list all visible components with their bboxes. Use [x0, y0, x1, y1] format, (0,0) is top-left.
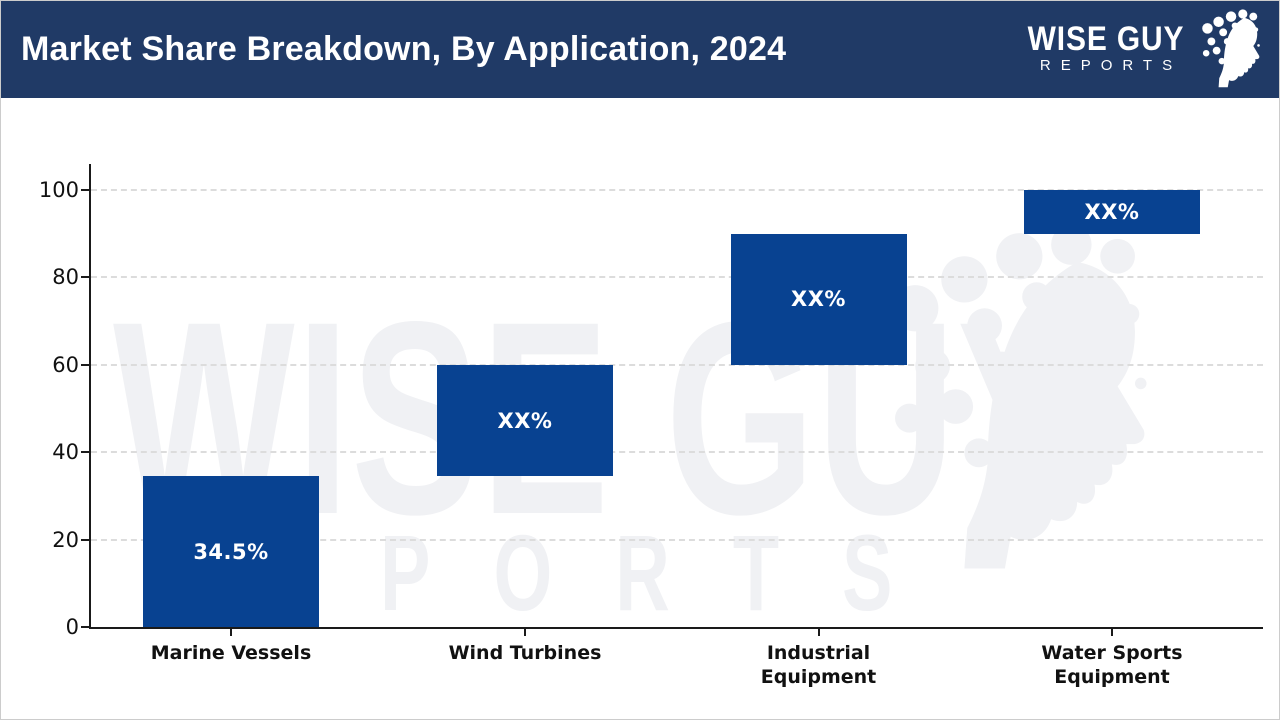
gridline-80	[91, 276, 1263, 279]
brand-face-icon	[1197, 8, 1269, 88]
x-axis-line	[89, 627, 1263, 629]
brand-logo: WISE GUY REPORTS	[1017, 8, 1269, 88]
y-tick-label-60: 60	[52, 352, 79, 377]
y-tick-100	[81, 189, 89, 191]
y-tick-60	[81, 363, 89, 366]
x-tick-industrial-equipment	[817, 629, 820, 636]
x-tick-label-wind-turbines: Wind Turbines	[448, 642, 602, 664]
bar-industrial-equipment: XX%	[730, 233, 907, 365]
brand-name: WISE GUY	[1027, 19, 1185, 58]
gridline-40	[91, 451, 1263, 454]
y-tick-40	[81, 451, 89, 454]
bar-value-label-wind-turbines: XX%	[497, 408, 553, 433]
y-axis-line	[89, 164, 91, 629]
y-tick-80	[81, 276, 89, 279]
bar-value-label-marine-vessels: 34.5%	[193, 539, 269, 564]
gridline-20	[91, 538, 1263, 541]
x-tick-label-marine-vessels: Marine Vessels	[150, 642, 312, 664]
bar-water-sports-equipment: XX%	[1024, 190, 1200, 234]
chart-title: Market Share Breakdown, By Application, …	[21, 30, 787, 68]
y-tick-label-20: 20	[52, 527, 79, 552]
watermark-face-icon	[869, 219, 1187, 571]
bar-wind-turbines: XX%	[437, 364, 613, 477]
x-tick-label-industrial-equipment: Industrial Equipment	[760, 642, 877, 688]
gridline-60	[91, 363, 1263, 366]
x-tick-water-sports-equipment	[1111, 629, 1113, 636]
y-tick-label-40: 40	[52, 440, 79, 465]
y-tick-0	[81, 626, 89, 628]
bar-value-label-industrial-equipment: XX%	[791, 287, 846, 312]
x-tick-label-water-sports-equipment: Water Sports Equipment	[1041, 642, 1183, 688]
y-tick-label-100: 100	[38, 178, 79, 202]
bar-value-label-water-sports-equipment: XX%	[1084, 199, 1140, 224]
brand-logo-text: WISE GUY REPORTS	[1017, 19, 1195, 74]
y-tick-label-0: 0	[65, 615, 79, 639]
bar-marine-vessels: 34.5%	[143, 476, 319, 627]
x-tick-marine-vessels	[230, 629, 232, 636]
gridline-100	[91, 189, 1263, 191]
brand-subtitle: REPORTS	[1039, 56, 1183, 74]
header-bar: Market Share Breakdown, By Application, …	[1, 1, 1279, 98]
y-tick-20	[81, 538, 89, 541]
x-tick-wind-turbines	[524, 629, 526, 636]
y-tick-label-80: 80	[52, 265, 79, 290]
